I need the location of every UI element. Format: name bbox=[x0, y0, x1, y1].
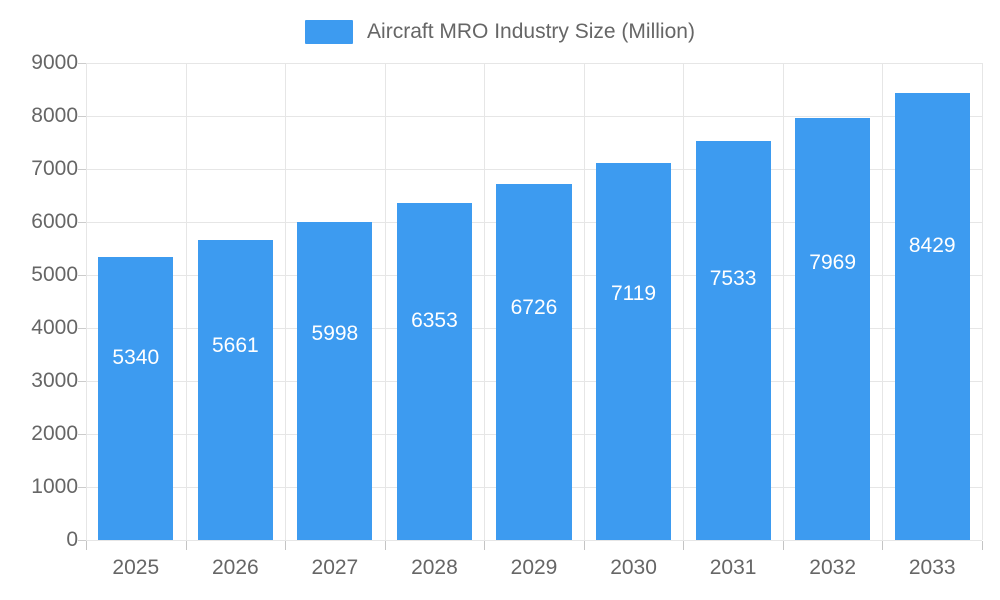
bar-value-label: 5340 bbox=[112, 346, 160, 370]
bar-rect bbox=[396, 203, 473, 540]
gridline-vertical bbox=[783, 63, 784, 540]
y-axis-tick-mark bbox=[78, 381, 86, 382]
bar-rect bbox=[595, 162, 672, 540]
x-axis-tick-mark bbox=[584, 541, 585, 550]
bar-rect bbox=[98, 256, 174, 540]
bar[interactable]: 5340 bbox=[98, 256, 174, 540]
gridline-vertical bbox=[882, 63, 883, 540]
bar-rect bbox=[795, 117, 871, 540]
y-axis-tick-label: 1000 bbox=[31, 475, 78, 498]
y-axis-tick-label: 5000 bbox=[31, 263, 78, 286]
chart-legend: Aircraft MRO Industry Size (Million) bbox=[0, 12, 1000, 52]
bar[interactable]: 5661 bbox=[197, 239, 273, 540]
x-axis-tick-mark bbox=[683, 541, 684, 550]
gridline-vertical bbox=[683, 63, 684, 540]
bar-value-label: 7969 bbox=[809, 250, 857, 274]
y-axis-tick-mark bbox=[78, 540, 86, 541]
gridline-vertical bbox=[484, 63, 485, 540]
y-axis-tick-mark bbox=[78, 63, 86, 64]
bar[interactable]: 6353 bbox=[396, 203, 473, 540]
bar[interactable]: 8429 bbox=[894, 93, 970, 540]
legend-item-aircraft-mro[interactable]: Aircraft MRO Industry Size (Million) bbox=[305, 20, 695, 44]
y-axis-tick-mark bbox=[78, 434, 86, 435]
x-axis-tick-mark bbox=[186, 541, 187, 550]
plot-area: 5340 5661 5998 6353 6726 7119 7533 7969 8429 bbox=[86, 63, 983, 541]
gridline-vertical bbox=[285, 63, 286, 540]
x-axis-tick-label: 2028 bbox=[411, 556, 458, 579]
x-axis-tick-label: 2025 bbox=[112, 556, 160, 579]
x-axis-tick-mark bbox=[484, 541, 485, 550]
x-axis-tick-label: 2030 bbox=[610, 556, 657, 579]
bar-value-label: 5661 bbox=[211, 334, 259, 358]
bar-value-label: 8429 bbox=[908, 233, 956, 257]
gridline-horizontal bbox=[86, 540, 982, 541]
y-axis-tick-label: 6000 bbox=[31, 210, 78, 233]
bar-value-label: 7119 bbox=[610, 281, 657, 305]
x-axis-tick-label: 2031 bbox=[709, 556, 757, 579]
bar-value-label: 6726 bbox=[510, 295, 558, 319]
x-axis-tick-label: 2032 bbox=[809, 556, 857, 579]
bar-rect bbox=[197, 239, 273, 540]
bar-rect bbox=[894, 93, 970, 540]
gridline-vertical bbox=[86, 63, 87, 540]
y-axis-tick-label: 7000 bbox=[31, 157, 78, 180]
bar-value-label: 5998 bbox=[311, 322, 359, 346]
bar-rect bbox=[297, 222, 373, 540]
bar-rect bbox=[496, 183, 572, 540]
gridline-vertical bbox=[385, 63, 386, 540]
gridline-vertical bbox=[186, 63, 187, 540]
y-axis-tick-label: 0 bbox=[66, 528, 78, 551]
x-axis-tick-label: 2033 bbox=[908, 556, 956, 579]
y-axis-tick-mark bbox=[78, 328, 86, 329]
gridline-vertical bbox=[982, 63, 983, 540]
x-axis-tick-label: 2026 bbox=[211, 556, 259, 579]
gridline-horizontal bbox=[86, 63, 982, 64]
x-axis-tick-mark bbox=[385, 541, 386, 550]
legend-swatch-icon bbox=[305, 20, 354, 44]
gridline-horizontal bbox=[86, 169, 982, 170]
y-axis-tick-label: 8000 bbox=[31, 104, 78, 127]
y-axis-tick-label: 9000 bbox=[31, 51, 78, 74]
y-axis-tick-label: 4000 bbox=[31, 316, 78, 339]
x-axis-tick-mark bbox=[982, 541, 983, 550]
legend-label: Aircraft MRO Industry Size (Million) bbox=[367, 20, 695, 43]
bar[interactable]: 7969 bbox=[795, 117, 871, 540]
x-axis-tick-mark bbox=[285, 541, 286, 550]
bar[interactable]: 5998 bbox=[297, 222, 373, 540]
y-axis-tick-mark bbox=[78, 487, 86, 488]
bar-value-label: 7533 bbox=[709, 266, 757, 290]
y-axis-tick-mark bbox=[78, 116, 86, 117]
bar[interactable]: 7119 bbox=[595, 162, 672, 540]
x-axis-tick-mark bbox=[783, 541, 784, 550]
x-axis-tick-label: 2027 bbox=[311, 556, 359, 579]
y-axis-tick-mark bbox=[78, 169, 86, 170]
bar-rect bbox=[695, 140, 771, 540]
bar[interactable]: 7533 bbox=[695, 140, 771, 540]
gridline-vertical bbox=[584, 63, 585, 540]
bar-value-label: 6353 bbox=[411, 309, 458, 333]
bar[interactable]: 6726 bbox=[496, 183, 572, 540]
y-axis-tick-mark bbox=[78, 222, 86, 223]
x-axis-tick-label: 2029 bbox=[510, 556, 558, 579]
gridline-horizontal bbox=[86, 116, 982, 117]
y-axis-tick-label: 3000 bbox=[31, 369, 78, 392]
y-axis-tick-mark bbox=[78, 275, 86, 276]
x-axis-tick-mark bbox=[86, 541, 87, 550]
y-axis-tick-label: 2000 bbox=[31, 422, 78, 445]
x-axis-tick-mark bbox=[882, 541, 883, 550]
